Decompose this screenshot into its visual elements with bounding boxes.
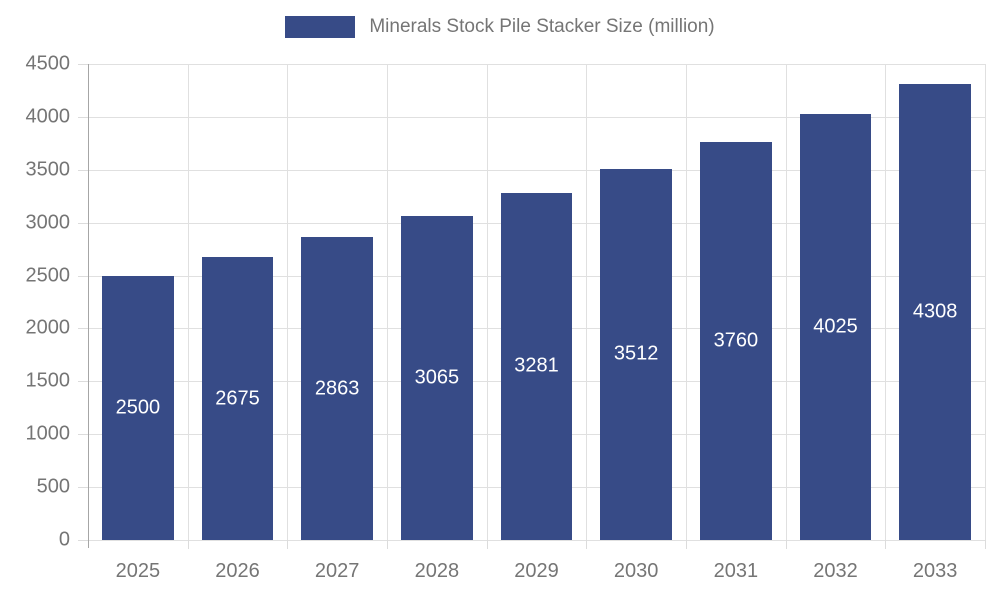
bar-value-label: 3281 (514, 354, 559, 377)
bar: 3760 (699, 142, 772, 540)
bar-value-label: 3760 (713, 329, 759, 352)
bar: 2675 (201, 257, 274, 540)
x-tick-label: 2026 (215, 560, 260, 582)
x-tick-label: 2031 (713, 560, 759, 582)
plot-area: 2500 2675 2863 3065 3281 3512 3760 4025 4308 (88, 64, 986, 541)
y-tick-label: 3500 (25, 158, 71, 181)
bar: 4025 (799, 114, 872, 540)
y-tick-label: 3000 (25, 211, 71, 234)
gridline-vertical (586, 64, 588, 540)
bar: 3065 (400, 215, 473, 540)
gridline-vertical (885, 64, 887, 540)
bar: 3281 (500, 192, 573, 540)
gridline-vertical (685, 64, 687, 540)
x-tick-label: 2033 (912, 560, 958, 582)
bar-value-label: 2675 (215, 387, 260, 410)
x-axis-tick (486, 540, 488, 549)
gridline-vertical (287, 64, 289, 540)
bar: 4308 (899, 84, 972, 540)
y-axis-tick (78, 222, 88, 224)
y-axis-tick (78, 540, 88, 541)
x-tick-label: 2032 (813, 560, 858, 582)
y-tick-label: 2000 (25, 316, 71, 339)
gridline-horizontal (88, 169, 985, 171)
y-tick-label: 1000 (25, 422, 71, 445)
x-axis-tick (785, 540, 787, 549)
bar-value-label: 2500 (115, 396, 161, 419)
bar: 2500 (101, 275, 174, 540)
legend-label: Minerals Stock Pile Stacker Size (millio… (369, 16, 715, 37)
y-axis-tick (78, 169, 88, 171)
y-axis-tick (78, 275, 88, 277)
gridline-horizontal (88, 64, 985, 65)
bar-value-label: 4025 (813, 315, 858, 338)
gridline-horizontal (88, 116, 985, 118)
x-axis-tick (187, 540, 189, 549)
gridline-vertical (386, 64, 388, 540)
y-tick-label: 2500 (25, 264, 71, 287)
y-axis-tick (78, 487, 88, 489)
x-tick-label: 2028 (414, 560, 460, 582)
y-axis-tick (78, 328, 88, 330)
bar: 3512 (600, 168, 673, 540)
x-axis-tick (586, 540, 588, 549)
y-tick-label: 1500 (25, 369, 71, 392)
legend-swatch-icon (285, 16, 356, 38)
bar-value-label: 4308 (912, 300, 958, 323)
x-tick-label: 2029 (514, 560, 559, 582)
y-tick-label: 4500 (25, 52, 71, 75)
y-tick-label: 500 (36, 475, 70, 498)
bar-value-label: 3065 (414, 366, 460, 389)
x-axis-tick (885, 540, 887, 549)
gridline-vertical (785, 64, 787, 540)
y-axis-tick (78, 64, 88, 65)
gridline-horizontal (88, 540, 985, 541)
bar: 2863 (301, 237, 374, 540)
y-axis-tick (78, 434, 88, 436)
x-axis-tick (287, 540, 289, 549)
bar-value-label: 2863 (314, 377, 360, 400)
x-tick-label: 2027 (314, 560, 360, 582)
gridline-vertical (486, 64, 488, 540)
gridline-vertical (985, 64, 986, 540)
chart-legend[interactable]: Minerals Stock Pile Stacker Size (millio… (0, 16, 1000, 38)
y-tick-label: 0 (58, 528, 70, 551)
x-axis-tick (387, 540, 388, 549)
gridline-vertical (187, 64, 189, 540)
y-axis-tick (78, 381, 88, 383)
y-axis-tick (78, 116, 88, 118)
bar-value-label: 3512 (613, 342, 659, 365)
y-tick-label: 4000 (25, 105, 71, 128)
x-axis-tick (985, 540, 986, 549)
y-axis-line (88, 64, 89, 548)
x-tick-label: 2025 (115, 560, 161, 582)
x-tick-label: 2030 (613, 560, 659, 582)
x-axis-tick (686, 540, 687, 549)
